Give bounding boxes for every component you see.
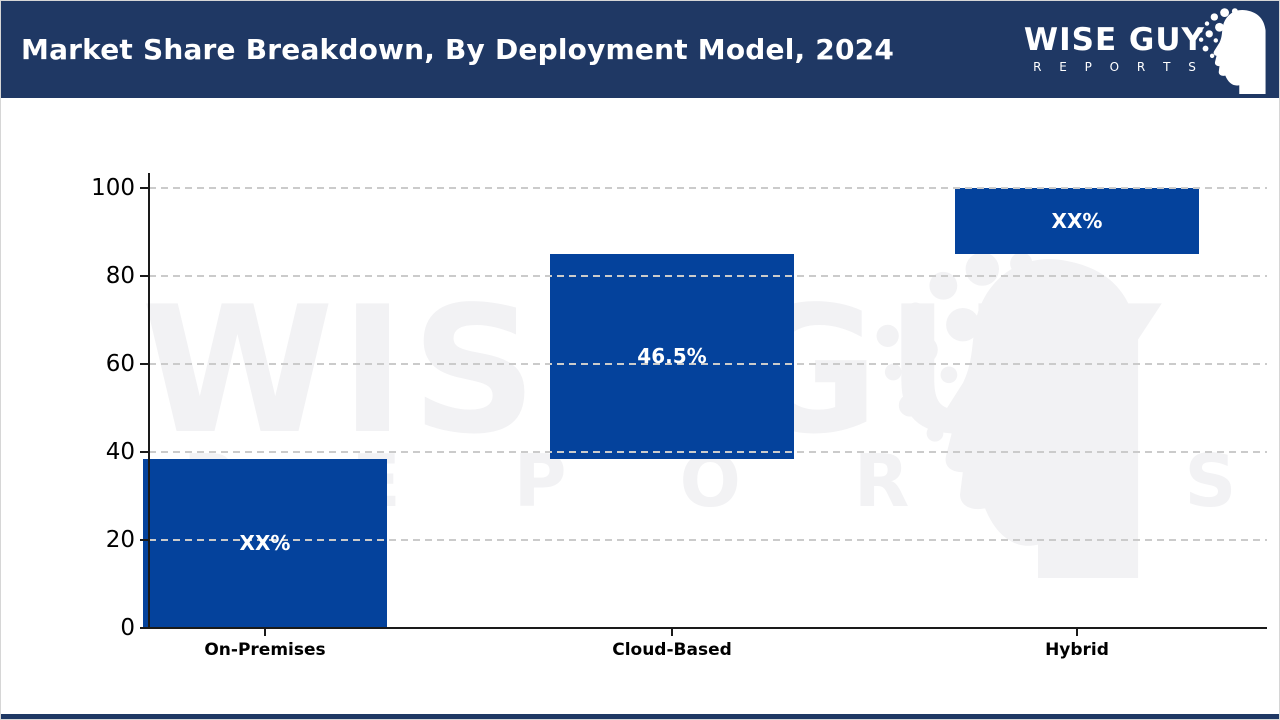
gridline-20 (149, 539, 1267, 541)
x-category-label: Cloud-Based (612, 640, 732, 660)
y-tick-label: 100 (91, 175, 135, 201)
y-axis-line (148, 173, 150, 629)
watermark-head-icon (857, 244, 1141, 578)
x-tick-mark (671, 628, 673, 636)
x-tick-mark (264, 628, 266, 636)
bar-value-label: 46.5% (637, 344, 707, 369)
x-category-label: On-Premises (204, 640, 326, 660)
y-tick-label: 80 (105, 263, 135, 289)
y-tick-mark (140, 451, 148, 453)
bar-cloud-based (550, 254, 794, 459)
gridline-80 (149, 275, 1267, 277)
bar-value-label: XX% (239, 531, 291, 556)
x-tick-mark (1076, 628, 1078, 636)
gridline-100 (149, 187, 1267, 189)
bar-hybrid (955, 188, 1199, 254)
gridline-40 (149, 451, 1267, 453)
y-tick-label: 60 (105, 351, 135, 377)
x-category-label: Hybrid (1045, 640, 1109, 660)
y-tick-label: 40 (105, 439, 135, 465)
bar-value-label: XX% (1051, 209, 1103, 233)
y-tick-mark (140, 363, 148, 365)
y-tick-mark (140, 275, 148, 277)
y-tick-mark (140, 627, 148, 629)
brand-head-icon (1191, 6, 1267, 94)
brand-subname: R E P O R T S (1033, 60, 1203, 74)
page-title: Market Share Breakdown, By Deployment Mo… (21, 33, 895, 66)
y-tick-label: 20 (105, 527, 135, 553)
brand-logo: WISE GUY R E P O R T S (1024, 6, 1267, 94)
y-tick-label: 0 (120, 615, 135, 641)
header-banner: Market Share Breakdown, By Deployment Mo… (1, 1, 1279, 98)
footer-bar (1, 714, 1279, 719)
gridline-60 (149, 363, 1267, 365)
brand-logo-text: WISE GUY R E P O R T S (1023, 22, 1205, 75)
y-tick-mark (140, 539, 148, 541)
bar-on-premises (143, 458, 387, 628)
y-tick-mark (140, 187, 148, 189)
x-axis-line (148, 627, 1267, 629)
brand-name: WISE GUY (1023, 22, 1205, 58)
